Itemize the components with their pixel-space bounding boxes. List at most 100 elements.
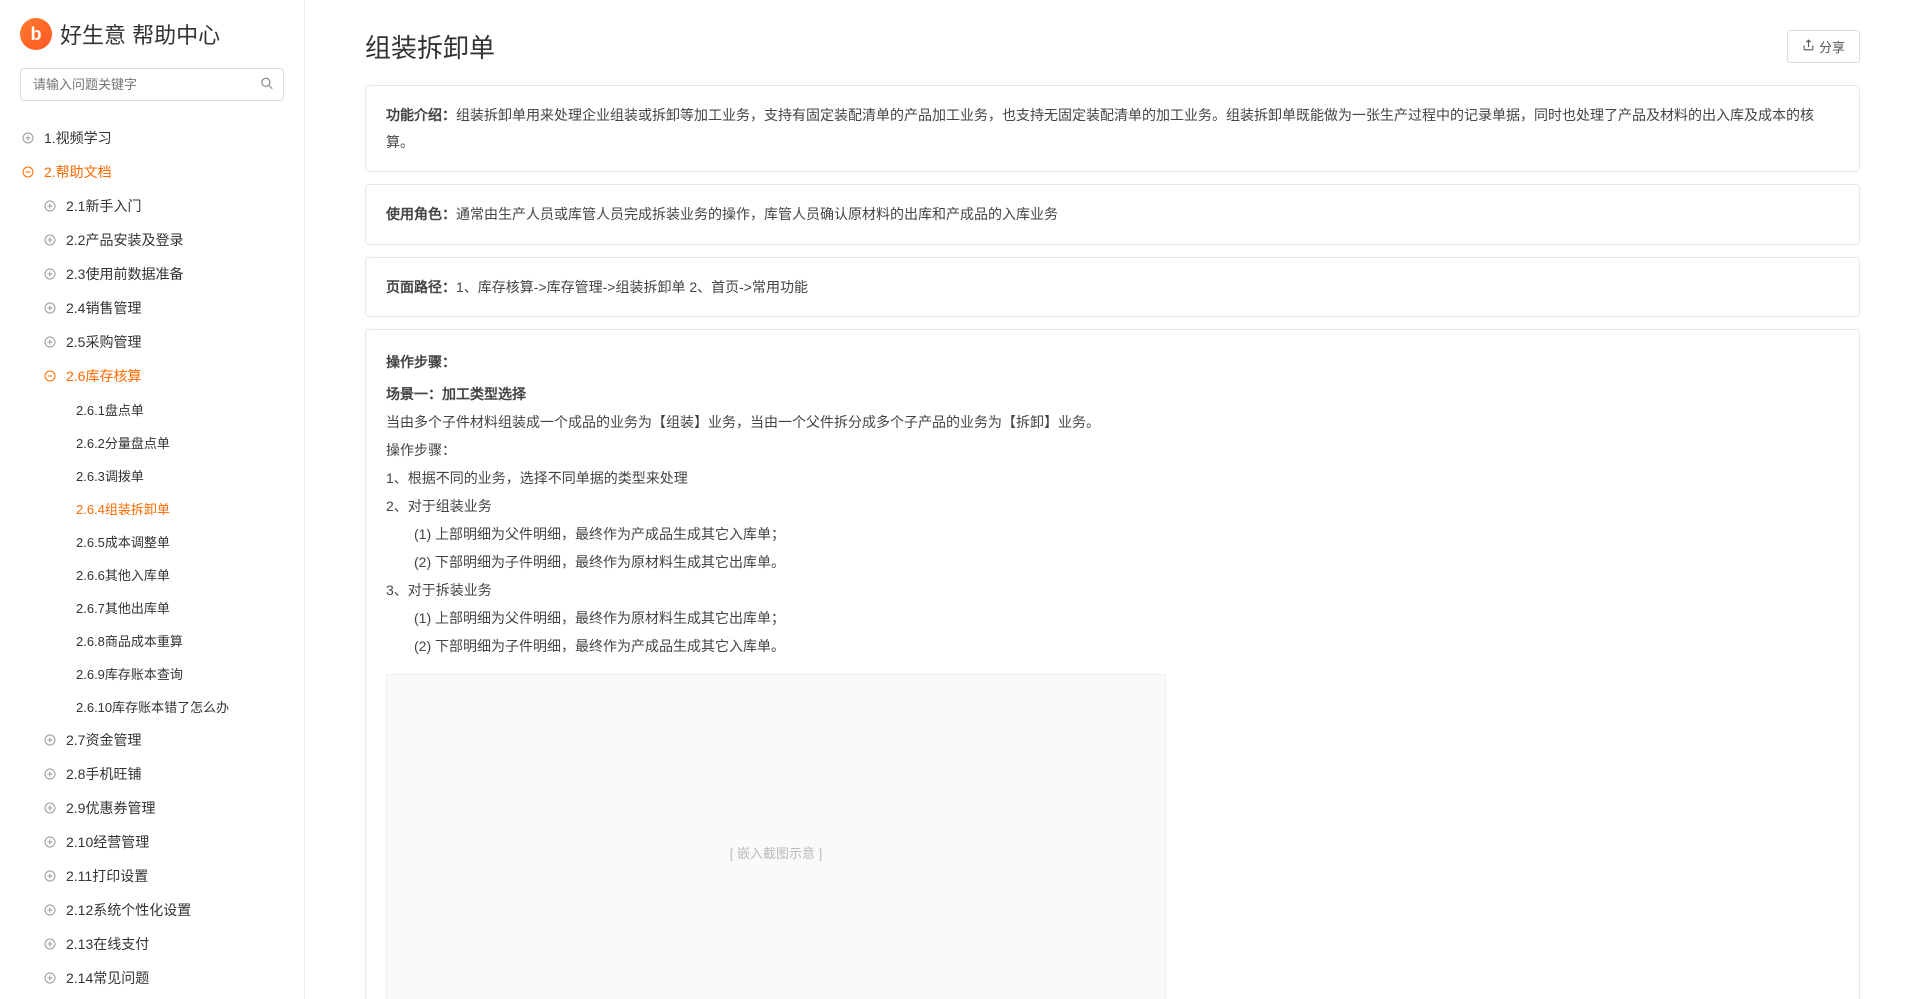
nav-item-10[interactable]: 2.6.3调拨单	[20, 459, 284, 492]
nav-item-19[interactable]: 2.8手机旺铺	[20, 757, 284, 791]
nav-item-26[interactable]: 2.15操作案例	[20, 995, 284, 999]
nav-item-14[interactable]: 2.6.7其他出库单	[20, 591, 284, 624]
search-input[interactable]	[20, 68, 284, 101]
nav-item-label: 2.6.2分量盘点单	[76, 433, 170, 452]
nav-item-17[interactable]: 2.6.10库存账本错了怎么办	[20, 690, 284, 723]
collapse-icon	[42, 370, 58, 382]
nav-item-label: 2.6.9库存账本查询	[76, 664, 183, 683]
expand-icon	[42, 734, 58, 746]
expand-icon	[42, 768, 58, 780]
nav-item-7[interactable]: 2.6库存核算	[20, 359, 284, 393]
nav-item-label: 2.8手机旺铺	[66, 764, 141, 784]
search-box	[20, 68, 284, 101]
main-content: 组装拆卸单 分享 功能介绍：组装拆卸单用来处理企业组装或拆卸等加工业务，支持有固…	[305, 0, 1920, 999]
intro-card: 功能介绍：组装拆卸单用来处理企业组装或拆卸等加工业务，支持有固定装配清单的产品加…	[365, 85, 1860, 172]
nav-item-5[interactable]: 2.4销售管理	[20, 291, 284, 325]
nav-item-4[interactable]: 2.3使用前数据准备	[20, 257, 284, 291]
share-icon	[1802, 39, 1815, 55]
step-2a: (1) 上部明细为父件明细，最终作为产成品生成其它入库单；	[386, 520, 1839, 548]
role-card: 使用角色：通常由生产人员或库管人员完成拆装业务的操作，库管人员确认原材料的出库和…	[365, 184, 1860, 245]
step-3a: (1) 上部明细为父件明细，最终作为原材料生成其它出库单；	[386, 604, 1839, 632]
nav-item-20[interactable]: 2.9优惠券管理	[20, 791, 284, 825]
nav-item-label: 2.7资金管理	[66, 730, 141, 750]
sidebar: b 好生意 帮助中心 1.视频学习 2.帮助文档 2.1新手入门 2.2产品安装及登录…	[0, 0, 305, 999]
page-header: 组装拆卸单 分享	[365, 28, 1860, 65]
nav-tree: 1.视频学习 2.帮助文档 2.1新手入门 2.2产品安装及登录 2.3使用前数据准备 2…	[20, 121, 284, 999]
nav-item-9[interactable]: 2.6.2分量盘点单	[20, 426, 284, 459]
nav-item-3[interactable]: 2.2产品安装及登录	[20, 223, 284, 257]
nav-item-8[interactable]: 2.6.1盘点单	[20, 393, 284, 426]
path-card: 页面路径：1、库存核算->库存管理->组装拆卸单 2、首页->常用功能	[365, 257, 1860, 318]
nav-item-label: 2.1新手入门	[66, 196, 141, 216]
nav-item-24[interactable]: 2.13在线支付	[20, 927, 284, 961]
expand-icon	[42, 336, 58, 348]
expand-icon	[20, 132, 36, 144]
nav-item-label: 2.11打印设置	[66, 866, 148, 886]
nav-item-15[interactable]: 2.6.8商品成本重算	[20, 624, 284, 657]
nav-item-6[interactable]: 2.5采购管理	[20, 325, 284, 359]
nav-item-0[interactable]: 1.视频学习	[20, 121, 284, 155]
nav-item-label: 2.6.6其他入库单	[76, 565, 170, 584]
nav-item-21[interactable]: 2.10经营管理	[20, 825, 284, 859]
nav-item-label: 2.3使用前数据准备	[66, 264, 183, 284]
scene1-title: 场景一：加工类型选择	[386, 380, 1839, 408]
nav-item-1[interactable]: 2.帮助文档	[20, 155, 284, 189]
nav-item-label: 2.6库存核算	[66, 366, 141, 386]
nav-item-18[interactable]: 2.7资金管理	[20, 723, 284, 757]
nav-item-label: 2.6.10库存账本错了怎么办	[76, 697, 229, 716]
nav-item-label: 2.6.5成本调整单	[76, 532, 170, 551]
embedded-screenshot: [ 嵌入截图示意 ]	[386, 674, 1166, 999]
step-2: 2、对于组装业务	[386, 492, 1839, 520]
nav-item-label: 2.6.3调拨单	[76, 466, 144, 485]
expand-icon	[42, 200, 58, 212]
nav-item-label: 2.14常见问题	[66, 968, 149, 988]
expand-icon	[42, 938, 58, 950]
step-1: 1、根据不同的业务，选择不同单据的类型来处理	[386, 464, 1839, 492]
nav-item-label: 2.12系统个性化设置	[66, 900, 191, 920]
expand-icon	[42, 972, 58, 984]
nav-item-label: 2.5采购管理	[66, 332, 141, 352]
path-label: 页面路径：	[386, 279, 456, 295]
nav-item-13[interactable]: 2.6.6其他入库单	[20, 558, 284, 591]
nav-item-label: 1.视频学习	[44, 128, 112, 148]
steps-sub: 操作步骤：	[386, 436, 1839, 464]
expand-icon	[42, 802, 58, 814]
role-label: 使用角色：	[386, 206, 456, 222]
share-button[interactable]: 分享	[1787, 30, 1860, 63]
page-title: 组装拆卸单	[365, 28, 495, 65]
step-3: 3、对于拆装业务	[386, 576, 1839, 604]
nav-item-label: 2.9优惠券管理	[66, 798, 155, 818]
expand-icon	[42, 234, 58, 246]
nav-item-22[interactable]: 2.11打印设置	[20, 859, 284, 893]
step-2b: (2) 下部明细为子件明细，最终作为原材料生成其它出库单。	[386, 548, 1839, 576]
nav-item-16[interactable]: 2.6.9库存账本查询	[20, 657, 284, 690]
nav-item-label: 2.6.8商品成本重算	[76, 631, 183, 650]
expand-icon	[42, 836, 58, 848]
scene1-desc: 当由多个子件材料组装成一个成品的业务为【组装】业务，当由一个父件拆分成多个子产品…	[386, 408, 1839, 436]
nav-item-label: 2.10经营管理	[66, 832, 149, 852]
nav-item-label: 2.13在线支付	[66, 934, 149, 954]
nav-item-12[interactable]: 2.6.5成本调整单	[20, 525, 284, 558]
brand: b 好生意 帮助中心	[20, 18, 284, 50]
intro-label: 功能介绍：	[386, 107, 456, 123]
steps-block: 操作步骤： 场景一：加工类型选择 当由多个子件材料组装成一个成品的业务为【组装】…	[365, 329, 1860, 999]
expand-icon	[42, 870, 58, 882]
intro-text: 组装拆卸单用来处理企业组装或拆卸等加工业务，支持有固定装配清单的产品加工业务，也…	[386, 107, 1814, 150]
nav-item-label: 2.帮助文档	[44, 162, 112, 182]
collapse-icon	[20, 166, 36, 178]
nav-item-2[interactable]: 2.1新手入门	[20, 189, 284, 223]
nav-item-label: 2.2产品安装及登录	[66, 230, 183, 250]
expand-icon	[42, 268, 58, 280]
expand-icon	[42, 904, 58, 916]
nav-item-25[interactable]: 2.14常见问题	[20, 961, 284, 995]
expand-icon	[42, 302, 58, 314]
nav-item-23[interactable]: 2.12系统个性化设置	[20, 893, 284, 927]
role-text: 通常由生产人员或库管人员完成拆装业务的操作，库管人员确认原材料的出库和产成品的入…	[456, 206, 1058, 222]
share-label: 分享	[1819, 37, 1845, 56]
logo-icon: b	[20, 18, 52, 50]
nav-item-label: 2.6.7其他出库单	[76, 598, 170, 617]
brand-title: 好生意 帮助中心	[60, 18, 220, 50]
nav-item-label: 2.4销售管理	[66, 298, 141, 318]
nav-item-11[interactable]: 2.6.4组装拆卸单	[20, 492, 284, 525]
path-text: 1、库存核算->库存管理->组装拆卸单 2、首页->常用功能	[456, 279, 808, 295]
